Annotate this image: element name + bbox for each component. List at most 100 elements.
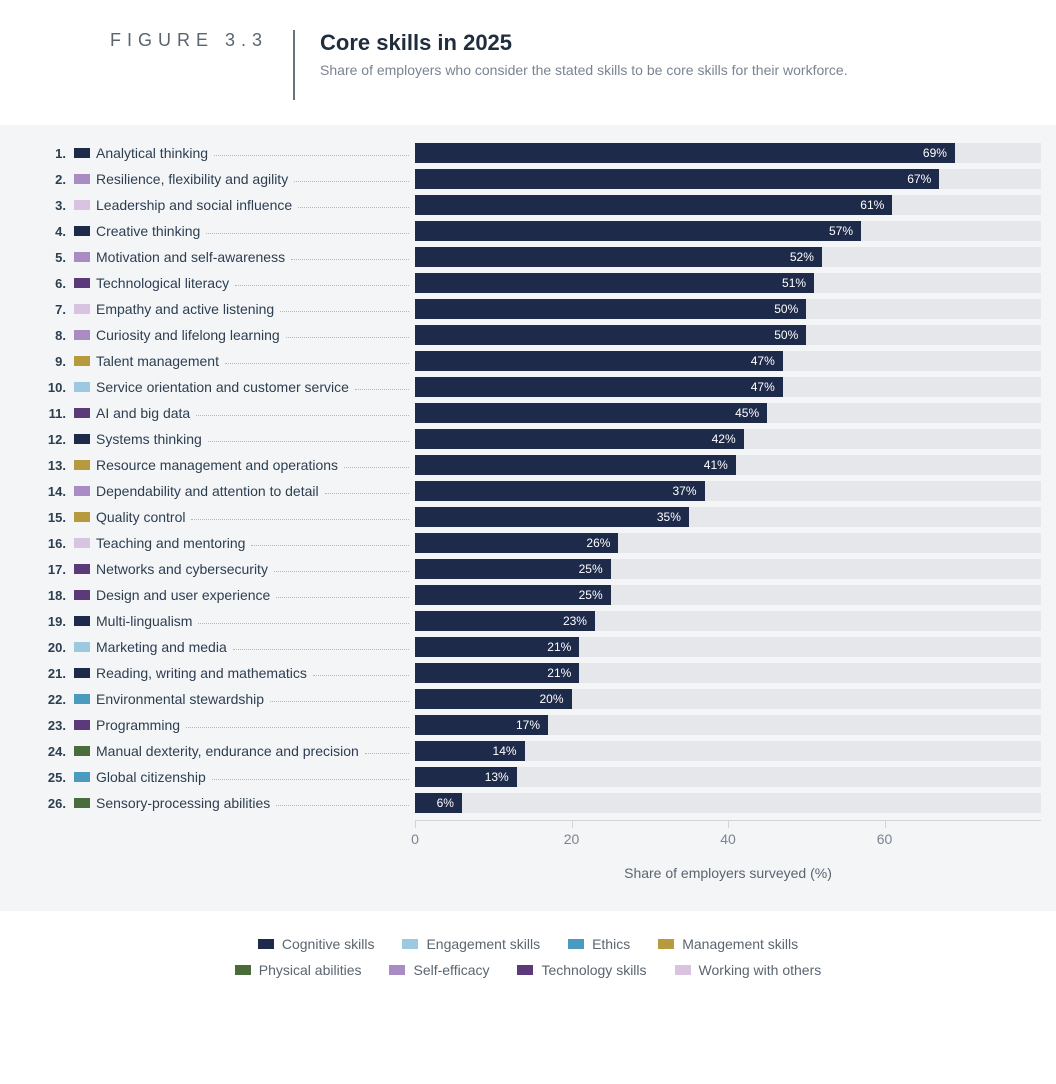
x-axis-label: Share of employers surveyed (%)	[415, 850, 1041, 911]
legend-item: Self-efficacy	[389, 962, 489, 978]
bar-zone: 41%	[415, 452, 1041, 478]
skill-label: Leadership and social influence	[96, 197, 292, 213]
bar-zone: 21%	[415, 660, 1041, 686]
category-swatch	[74, 616, 90, 626]
x-tick	[728, 820, 729, 828]
legend-item: Physical abilities	[235, 962, 362, 978]
row-label-zone: 19. Multi-lingualism	[15, 613, 415, 629]
bar-track: 14%	[415, 741, 1041, 761]
bar-row: 22.Environmental stewardship20%	[15, 686, 1041, 712]
bar-track: 69%	[415, 143, 1041, 163]
row-rank: 17.	[15, 562, 70, 577]
row-label-zone: 17.Networks and cybersecurity	[15, 561, 415, 577]
row-rank: 20.	[15, 640, 70, 655]
legend-item: Management skills	[658, 936, 798, 952]
row-label-zone: 25.Global citizenship	[15, 769, 415, 785]
bar-zone: 42%	[415, 426, 1041, 452]
leader-dots	[294, 176, 409, 182]
leader-dots	[365, 748, 409, 754]
bar-value-label: 6%	[437, 796, 454, 810]
leader-dots	[274, 566, 409, 572]
category-swatch	[74, 486, 90, 496]
bar-track: 6%	[415, 793, 1041, 813]
category-swatch	[74, 538, 90, 548]
bar-row: 13.Resource management and operations41%	[15, 452, 1041, 478]
bar-row: 26.Sensory-processing abilities6%	[15, 790, 1041, 816]
bar-value-label: 21%	[547, 640, 571, 654]
category-swatch	[74, 174, 90, 184]
category-swatch	[74, 434, 90, 444]
bar-track: 21%	[415, 637, 1041, 657]
legend-row: Physical abilities Self-efficacy Technolog…	[40, 962, 1016, 978]
row-label-zone: 5.Motivation and self-awareness	[15, 249, 415, 265]
bar-fill: 52%	[415, 247, 822, 267]
bar-fill: 6%	[415, 793, 462, 813]
row-rank: 22.	[15, 692, 70, 707]
row-rank: 8.	[15, 328, 70, 343]
bar-track: 50%	[415, 325, 1041, 345]
bar-value-label: 37%	[672, 484, 696, 498]
header-divider	[293, 30, 295, 100]
category-swatch	[74, 564, 90, 574]
legend-label: Technology skills	[541, 962, 646, 978]
bar-fill: 51%	[415, 273, 814, 293]
bar-row: 25.Global citizenship13%	[15, 764, 1041, 790]
legend-item: Cognitive skills	[258, 936, 375, 952]
row-rank: 19.	[15, 614, 70, 629]
row-label-zone: 8.Curiosity and lifelong learning	[15, 327, 415, 343]
category-swatch	[74, 252, 90, 262]
bar-fill: 25%	[415, 559, 611, 579]
bar-track: 42%	[415, 429, 1041, 449]
bar-rows: 1.Analytical thinking69%2.Resilience, fl…	[0, 140, 1056, 816]
legend-swatch	[258, 939, 274, 949]
bar-zone: 57%	[415, 218, 1041, 244]
legend-label: Cognitive skills	[282, 936, 375, 952]
bar-fill: 47%	[415, 377, 783, 397]
category-swatch	[74, 226, 90, 236]
category-swatch	[74, 746, 90, 756]
bar-track: 25%	[415, 585, 1041, 605]
bar-value-label: 41%	[704, 458, 728, 472]
category-swatch	[74, 330, 90, 340]
skill-label: Motivation and self-awareness	[96, 249, 285, 265]
skill-label: Empathy and active listening	[96, 301, 274, 317]
leader-dots	[325, 488, 409, 494]
bar-row: 23.Programming17%	[15, 712, 1041, 738]
leader-dots	[280, 306, 409, 312]
bar-zone: 6%	[415, 790, 1041, 816]
bar-track: 25%	[415, 559, 1041, 579]
bar-value-label: 45%	[735, 406, 759, 420]
legend-row: Cognitive skillsEngagement skillsEthicsM…	[40, 936, 1016, 952]
bar-zone: 23%	[415, 608, 1041, 634]
x-tick	[572, 820, 573, 828]
bar-zone: 52%	[415, 244, 1041, 270]
bar-row: 18.Design and user experience25%	[15, 582, 1041, 608]
bar-fill: 41%	[415, 455, 736, 475]
bar-track: 21%	[415, 663, 1041, 683]
bar-value-label: 47%	[751, 354, 775, 368]
bar-value-label: 52%	[790, 250, 814, 264]
row-rank: 26.	[15, 796, 70, 811]
row-rank: 10.	[15, 380, 70, 395]
leader-dots	[212, 774, 409, 780]
row-rank: 13.	[15, 458, 70, 473]
bar-value-label: 25%	[579, 562, 603, 576]
row-label-zone: 10.Service orientation and customer serv…	[15, 379, 415, 395]
x-tick-label: 60	[877, 831, 893, 847]
skill-label: Multi-lingualism	[96, 613, 192, 629]
category-swatch	[74, 720, 90, 730]
bar-row: 11.AI and big data 45%	[15, 400, 1041, 426]
bar-track: 67%	[415, 169, 1041, 189]
x-axis-label-row: Share of employers surveyed (%)	[0, 850, 1056, 911]
skill-label: Environmental stewardship	[96, 691, 264, 707]
bar-fill: 14%	[415, 741, 525, 761]
figure-number: FIGURE 3.3	[110, 30, 293, 51]
row-label-zone: 16.Teaching and mentoring	[15, 535, 415, 551]
bar-zone: 21%	[415, 634, 1041, 660]
skill-label: Teaching and mentoring	[96, 535, 245, 551]
x-tick	[885, 820, 886, 828]
skill-label: Programming	[96, 717, 180, 733]
bar-value-label: 57%	[829, 224, 853, 238]
category-swatch	[74, 460, 90, 470]
row-label-zone: 11.AI and big data	[15, 405, 415, 421]
